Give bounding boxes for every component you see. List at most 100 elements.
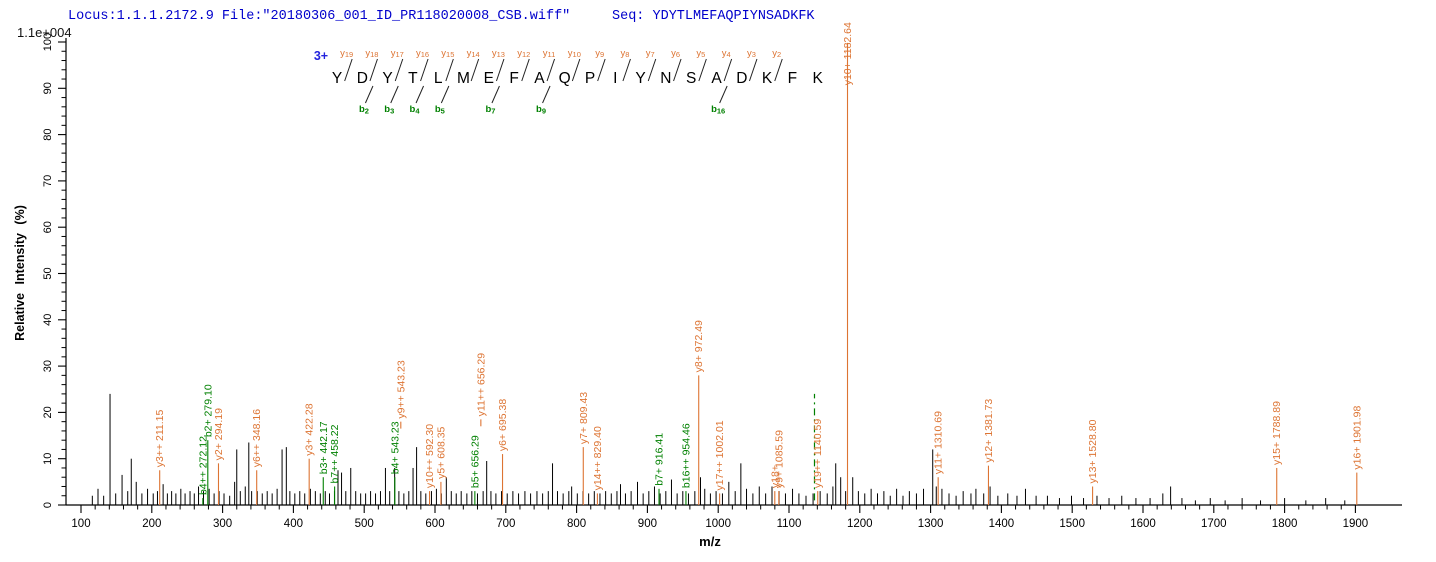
y-cleavage-mark	[344, 58, 353, 82]
b-cleavage-mark	[542, 85, 551, 104]
y-tick-label: 30	[42, 360, 54, 372]
x-tick-label: 900	[638, 518, 657, 530]
b-ion-label: b2	[359, 104, 369, 116]
ion-label: y3++ 211.15	[154, 410, 166, 468]
residue-letter: A	[711, 70, 722, 87]
y-tick-label: 50	[42, 267, 54, 279]
charge-state-label: 3+	[314, 49, 328, 63]
y-tick-label: 10	[42, 453, 54, 465]
x-tick-label: 500	[355, 518, 374, 530]
ion-label: b7+ 916.41	[654, 433, 666, 486]
ion-label: y7+ 809.43	[578, 392, 590, 444]
ion-label: y2+ 294.19	[213, 408, 225, 460]
ion-label: y10+ 1182.64	[842, 22, 854, 85]
ion-label: y9+ 1085.59	[773, 430, 785, 488]
y-ion-label: y18	[365, 48, 378, 59]
residue-letter: Y	[635, 70, 645, 87]
b-ion-label: b3	[384, 104, 394, 116]
x-tick-label: 100	[71, 518, 90, 530]
y-cleavage-mark	[420, 58, 429, 82]
y-ion-label: y8	[620, 48, 629, 59]
x-tick-label: 1100	[777, 518, 802, 530]
ion-label: b2+ 279.10	[202, 384, 214, 437]
ion-label: y8+ 972.49	[693, 320, 705, 372]
y-tick-label: 80	[42, 128, 54, 140]
x-tick-label: 300	[213, 518, 232, 530]
y-ion-label: y9	[595, 48, 604, 59]
y-cleavage-mark	[394, 58, 404, 82]
y-cleavage-mark	[597, 58, 606, 82]
ion-label: y11+ 1310.69	[933, 411, 945, 474]
ion-label: y15+ 1788.89	[1271, 401, 1283, 465]
ion-label: y19++ 1140.59	[812, 419, 824, 488]
x-axis-title: m/z	[699, 534, 721, 549]
residue-letter: K	[762, 70, 773, 87]
ion-label: b16++ 954.46	[680, 423, 692, 488]
x-tick-label: 1800	[1272, 518, 1298, 530]
y-ion-label: y5	[696, 48, 705, 59]
y-cleavage-mark	[521, 58, 530, 82]
b-cleavage-mark	[390, 85, 399, 104]
b-cleavage-mark	[364, 85, 374, 104]
b-cleavage-mark	[415, 85, 425, 104]
ion-label: y12+ 1381.73	[983, 399, 995, 463]
x-tick-label: 200	[142, 518, 161, 530]
y-ion-label: y12	[517, 48, 530, 59]
y-cleavage-mark	[546, 58, 556, 82]
ion-label: y18+	[769, 465, 781, 488]
x-tick-label: 400	[284, 518, 303, 530]
y-tick-label: 70	[42, 175, 54, 187]
y-ion-label: y7	[646, 48, 655, 59]
residue-letter: S	[686, 70, 696, 87]
residue-letter: M	[457, 70, 470, 87]
ion-label: b5+ 656.29	[469, 435, 481, 488]
x-tick-label: 1700	[1201, 518, 1227, 530]
ion-label: y6+ 695.38	[497, 399, 509, 451]
y-ion-label: y2	[772, 48, 781, 59]
y-cleavage-mark	[774, 58, 783, 82]
y-ion-label: y16	[416, 48, 429, 59]
x-tick-label: 800	[567, 518, 586, 530]
y-ion-label: y10	[568, 48, 581, 59]
b-ion-label: b7	[485, 104, 495, 116]
y-ion-label: y6	[671, 48, 680, 59]
residue-letter: F	[509, 70, 518, 87]
ion-label: y14++ 829.40	[592, 426, 604, 490]
x-tick-label: 700	[496, 518, 515, 530]
residue-letter: N	[660, 70, 671, 87]
ion-label: b4+ 543.23	[389, 421, 401, 474]
y-ion-label: y4	[722, 48, 731, 59]
y-ion-label: y3	[747, 48, 756, 59]
ion-label: y9++ 543.23	[395, 360, 407, 419]
b-ion-label: b4	[410, 104, 421, 116]
ion-label: b3+ 442.17	[318, 421, 330, 474]
residue-letter: I	[613, 70, 617, 87]
b-ion-label: b5	[435, 104, 445, 116]
residue-letter: A	[534, 70, 545, 87]
b-ion-label: b9	[536, 104, 546, 116]
x-tick-label: 1400	[989, 518, 1015, 530]
residue-letter: Y	[382, 70, 392, 87]
y-tick-label: 40	[42, 314, 54, 326]
y-cleavage-mark	[748, 58, 758, 82]
b-ion-label: b16	[711, 104, 725, 116]
y-cleavage-mark	[445, 58, 454, 82]
ion-label: y13+ 1528.80	[1087, 419, 1099, 483]
ion-label: y10++ 592.30	[424, 424, 436, 488]
header-sequence: Seq: YDYTLMEFAQPIYNSADKFK	[612, 9, 815, 24]
b-cleavage-mark	[719, 85, 728, 104]
residue-letter: F	[788, 70, 797, 87]
x-tick-label: 1600	[1130, 518, 1156, 530]
y-tick-label: 20	[42, 406, 54, 418]
ion-label: y17++ 1002.01	[714, 420, 726, 490]
ion-label: y16+ 1901.98	[1351, 405, 1363, 469]
y-cleavage-mark	[698, 58, 707, 82]
ion-label: y11++ 656.29	[475, 353, 487, 417]
ion-label: y5+ 608.35	[435, 426, 447, 478]
y-tick-label: 90	[42, 82, 54, 94]
ion-label: b4++ 272.12	[197, 436, 209, 495]
x-tick-label: 1300	[918, 518, 944, 530]
